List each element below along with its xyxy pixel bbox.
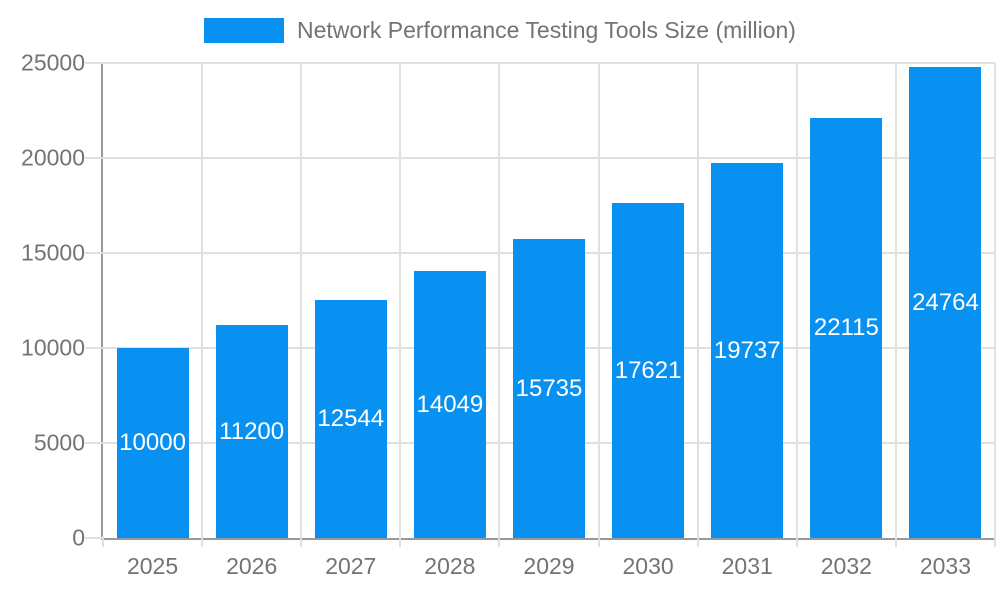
vertical-gridline <box>300 63 303 538</box>
bar[interactable]: 24764 <box>909 67 982 538</box>
x-axis-label: 2032 <box>820 553 872 579</box>
x-axis-label: 2029 <box>523 553 575 579</box>
y-axis-tick-label: 5000 <box>33 429 85 456</box>
y-axis-tick-label: 15000 <box>21 239 85 266</box>
x-axis-label: 2028 <box>424 553 476 579</box>
y-axis-tick <box>85 537 103 539</box>
y-axis-tick <box>85 252 103 254</box>
legend-label: Network Performance Testing Tools Size (… <box>297 17 796 43</box>
y-axis-tick <box>85 347 103 349</box>
y-axis-tick-label: 25000 <box>21 49 85 76</box>
y-axis-tick-label: 20000 <box>21 144 85 171</box>
y-axis-tick-label: 0 <box>72 524 85 551</box>
bar-value-label: 11200 <box>219 417 285 445</box>
vertical-gridline <box>399 63 402 538</box>
bar[interactable]: 17621 <box>612 203 685 538</box>
x-axis-label: 2027 <box>325 553 377 579</box>
vertical-gridline <box>894 63 897 538</box>
vertical-gridline <box>498 63 501 538</box>
vertical-gridline <box>597 63 600 538</box>
bar[interactable]: 12544 <box>314 299 387 538</box>
x-axis-tick <box>498 536 501 547</box>
x-axis-tick <box>300 536 303 547</box>
legend[interactable]: Network Performance Testing Tools Size (… <box>0 17 1000 43</box>
bar[interactable]: 19737 <box>711 163 784 538</box>
bar[interactable]: 10000 <box>116 348 189 538</box>
bar[interactable]: 14049 <box>413 271 486 538</box>
x-axis-label: 2030 <box>622 553 674 579</box>
horizontal-gridline <box>103 157 995 159</box>
vertical-gridline <box>994 63 996 538</box>
vertical-gridline <box>696 63 699 538</box>
plot-area: 0 5000 10000 15000 20000 25000 10000 2025 11200 2… <box>21 50 996 579</box>
y-axis-tick-label: 10000 <box>21 334 85 361</box>
bar-value-label: 10000 <box>119 429 186 456</box>
x-axis-label: 2033 <box>919 553 972 579</box>
x-axis-tick <box>994 536 996 547</box>
x-axis-tick <box>201 536 204 547</box>
bar-value-label: 24764 <box>912 288 979 316</box>
legend-swatch-icon <box>204 17 285 43</box>
x-axis-tick <box>597 536 600 547</box>
y-axis-tick <box>85 442 103 444</box>
bar[interactable]: 11200 <box>215 325 288 538</box>
bar-value-label: 14049 <box>416 390 484 418</box>
x-axis-label: 2026 <box>226 553 278 579</box>
bar[interactable]: 22115 <box>810 117 883 538</box>
bar[interactable]: 15735 <box>513 239 585 538</box>
bar-value-label: 15735 <box>515 374 583 402</box>
vertical-gridline <box>795 63 798 538</box>
x-axis-tick <box>795 536 798 547</box>
bar-value-label: 17621 <box>614 356 682 384</box>
bar-value-label: 22115 <box>813 313 879 341</box>
bar-value-label: 19737 <box>713 336 781 364</box>
vertical-gridline <box>201 63 204 538</box>
x-axis-tick <box>696 536 699 547</box>
y-axis-tick <box>85 62 103 64</box>
x-axis-tick <box>894 536 897 547</box>
x-axis-tick <box>102 536 104 547</box>
x-axis-tick <box>399 536 402 547</box>
horizontal-gridline <box>103 62 995 64</box>
x-axis-label: 2025 <box>126 553 179 579</box>
bar-value-label: 12544 <box>317 404 385 432</box>
x-axis-label: 2031 <box>721 553 773 579</box>
y-axis-tick <box>85 157 103 159</box>
